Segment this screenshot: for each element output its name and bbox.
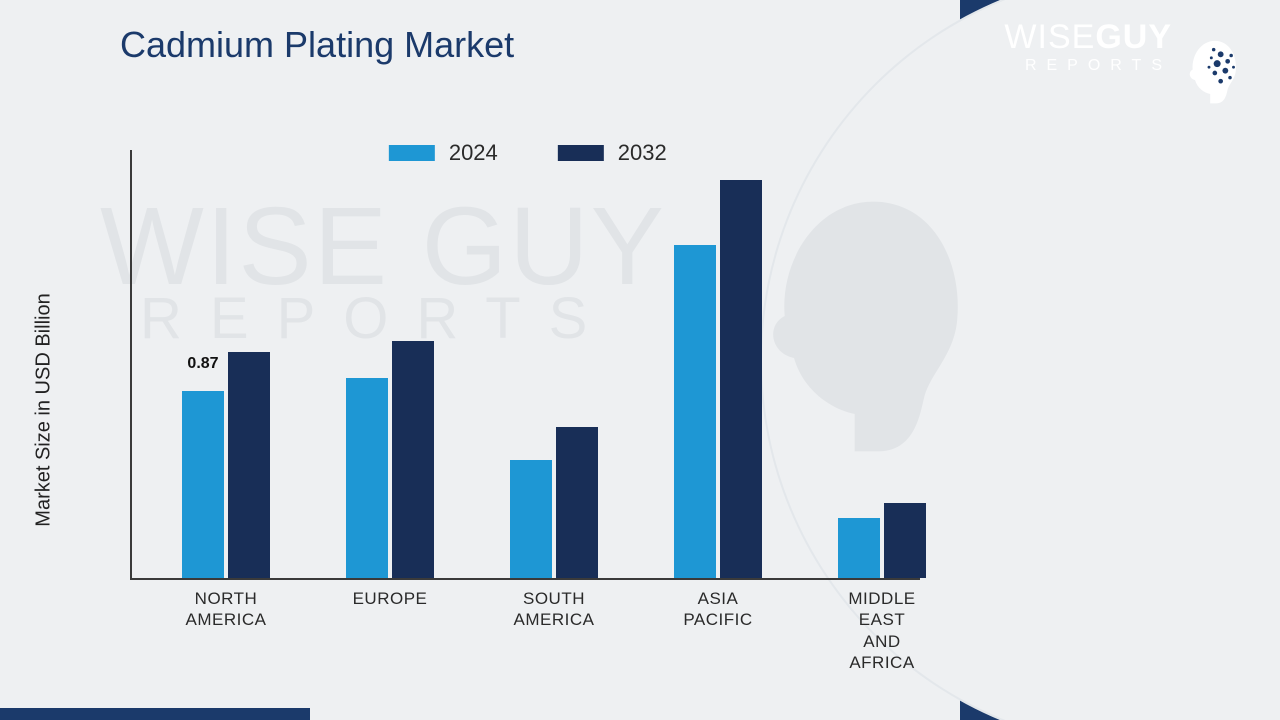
logo-word-2: GUY xyxy=(1095,18,1172,56)
chart-title: Cadmium Plating Market xyxy=(120,24,514,66)
category-label: EUROPE xyxy=(325,588,455,609)
right-brand-panel xyxy=(960,0,1280,720)
bottom-accent-bar xyxy=(0,708,310,720)
category-label: SOUTHAMERICA xyxy=(489,588,619,631)
logo-head-icon xyxy=(1178,38,1240,108)
category-label: ASIAPACIFIC xyxy=(653,588,783,631)
bar-chart: Market Size in USD Billion 2024 2032 0.8… xyxy=(60,150,940,670)
plot-area: 0.87 xyxy=(130,150,920,580)
bar-2032 xyxy=(720,180,762,578)
bar-2024 xyxy=(346,378,388,578)
bar-2032 xyxy=(556,427,598,578)
bar-2024 xyxy=(182,391,224,578)
bar-2032 xyxy=(392,341,434,578)
brand-logo: WISEGUY REPORTS xyxy=(1004,20,1240,74)
logo-word-1: WISE xyxy=(1004,18,1095,56)
bar-2032 xyxy=(884,503,926,578)
bar-2024 xyxy=(838,518,880,578)
y-axis-label: Market Size in USD Billion xyxy=(33,293,56,526)
bar-value-label: 0.87 xyxy=(187,355,218,373)
bar-2032 xyxy=(228,352,270,578)
category-label: NORTHAMERICA xyxy=(161,588,291,631)
category-label: MIDDLEEASTANDAFRICA xyxy=(817,588,947,673)
bar-2024 xyxy=(510,460,552,578)
bar-2024 xyxy=(674,245,716,578)
logo-word-3: REPORTS xyxy=(1004,58,1172,74)
figure-canvas: WISE GUY REPORTS Cadmium Plating Market … xyxy=(0,0,1280,720)
